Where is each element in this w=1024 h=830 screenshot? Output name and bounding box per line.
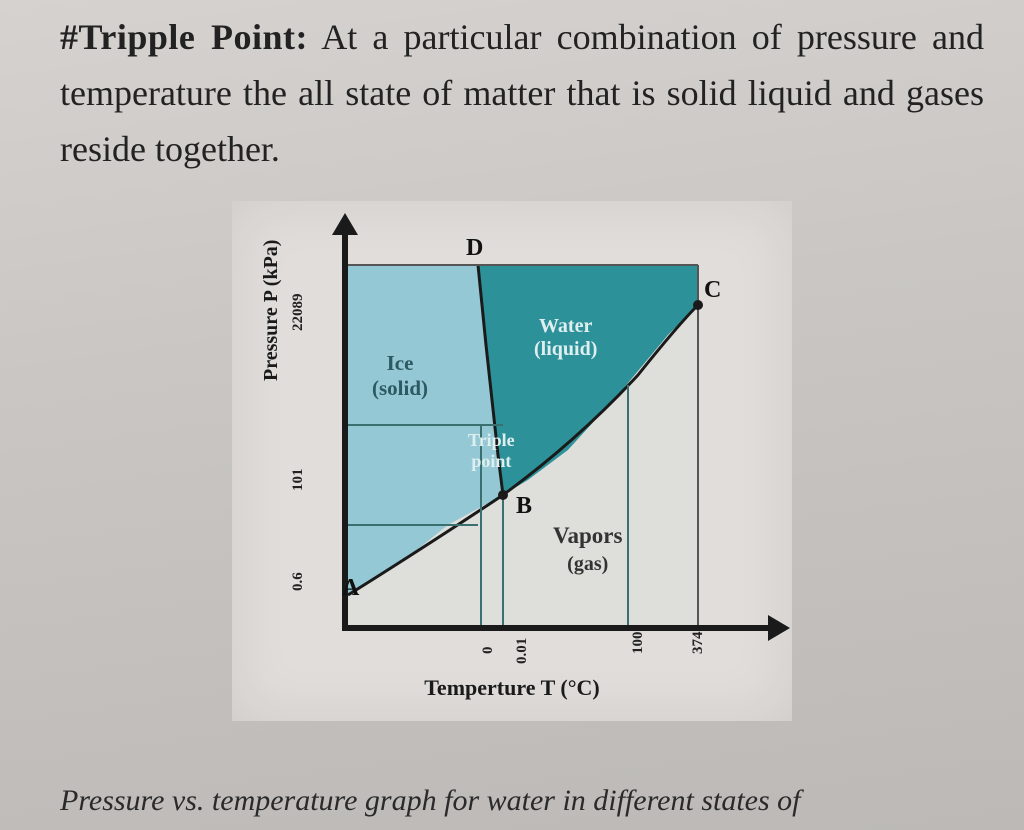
x-axis [342, 625, 772, 631]
ytick-1: 101 [290, 469, 307, 492]
ytick-2: 22089 [290, 294, 307, 332]
heading: #Tripple Point: [60, 17, 308, 57]
ytick-0: 0.6 [290, 573, 307, 592]
x-axis-title: Temperture T (°C) [232, 675, 792, 701]
caption: Pressure vs. temperature graph for water… [60, 784, 984, 818]
pt-C: C [704, 277, 721, 304]
node-critical [693, 300, 703, 310]
node-triple [498, 490, 508, 500]
label-water: Water (liquid) [534, 315, 597, 361]
label-triple: Triple point [468, 430, 515, 471]
intro-text: #Tripple Point: At a particular combinat… [60, 10, 984, 177]
pt-B: B [516, 493, 532, 520]
phase-diagram: Pressure P (kPa) Temperture T (°C) 0.6 1… [232, 201, 792, 721]
figure-wrap: Pressure P (kPa) Temperture T (°C) 0.6 1… [0, 201, 1024, 721]
pt-A: A [342, 575, 359, 602]
xtick-3: 374 [690, 632, 707, 655]
xtick-2: 100 [630, 632, 647, 655]
pt-D: D [466, 235, 483, 262]
xtick-1: 0.01 [514, 638, 531, 664]
label-ice: Ice (solid) [372, 351, 428, 399]
label-vapors: Vapors (gas) [553, 523, 622, 576]
xtick-0: 0 [480, 647, 497, 655]
y-axis-title: Pressure P (kPa) [260, 240, 283, 381]
page: #Tripple Point: At a particular combinat… [0, 0, 1024, 830]
plot-area: Ice (solid) Water (liquid) Triple point … [348, 265, 728, 625]
intro-paragraph: #Tripple Point: At a particular combinat… [0, 0, 1024, 177]
